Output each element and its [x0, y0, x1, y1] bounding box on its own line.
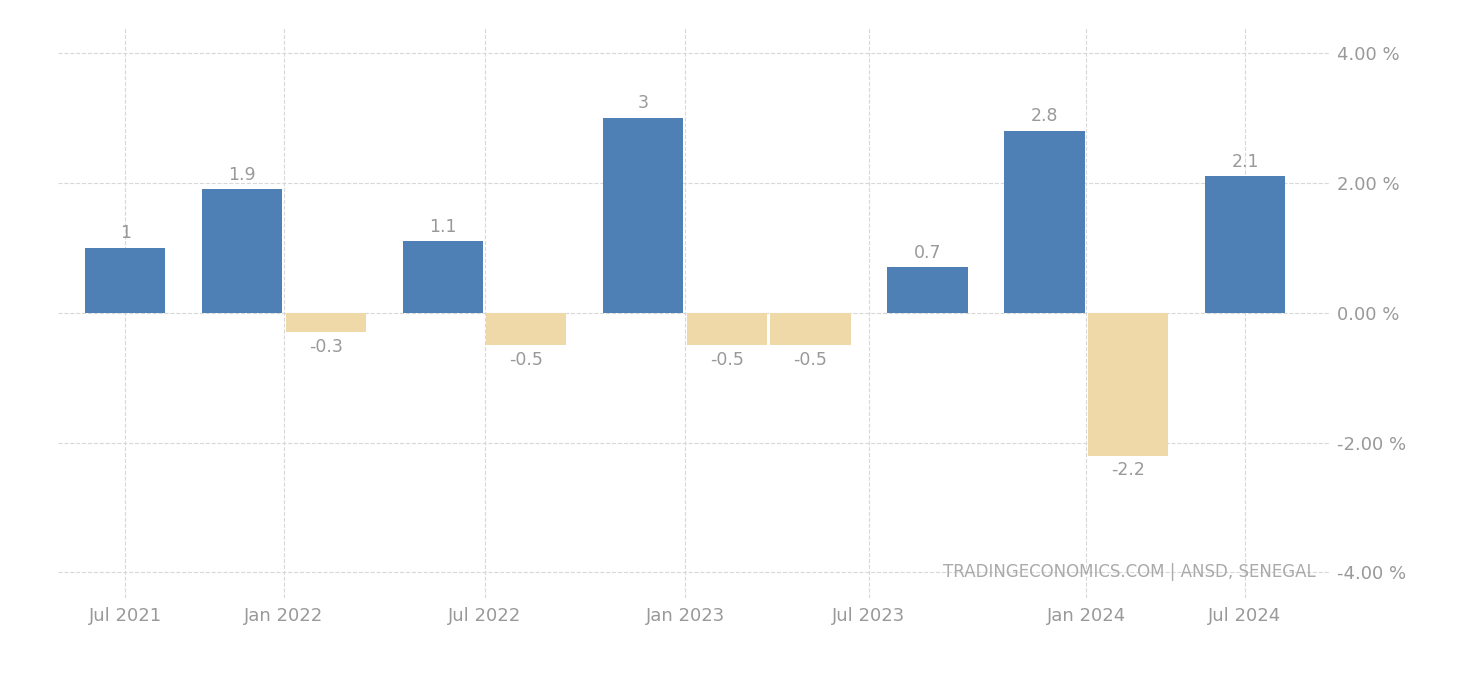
- Text: 2.8: 2.8: [1031, 107, 1058, 125]
- Bar: [1088, 313, 1168, 456]
- Bar: [286, 313, 366, 333]
- Text: -0.5: -0.5: [710, 351, 743, 369]
- Bar: [201, 190, 282, 313]
- Text: 1.9: 1.9: [228, 166, 255, 184]
- Text: -0.5: -0.5: [794, 351, 828, 369]
- Text: -2.2: -2.2: [1111, 462, 1145, 479]
- Bar: [486, 313, 566, 345]
- Text: 2.1: 2.1: [1231, 152, 1259, 171]
- Bar: [888, 267, 968, 313]
- Bar: [603, 118, 683, 313]
- Text: 1: 1: [120, 224, 131, 242]
- Bar: [771, 313, 851, 345]
- Bar: [1204, 177, 1285, 313]
- Bar: [403, 241, 483, 313]
- Bar: [85, 248, 165, 313]
- Bar: [1004, 131, 1085, 313]
- Text: 1.1: 1.1: [429, 218, 457, 235]
- Text: -0.5: -0.5: [510, 351, 543, 369]
- Text: -0.3: -0.3: [310, 338, 343, 356]
- Text: 3: 3: [638, 95, 648, 112]
- Bar: [686, 313, 766, 345]
- Text: 0.7: 0.7: [914, 243, 942, 262]
- Text: TRADINGECONOMICS.COM | ANSD, SENEGAL: TRADINGECONOMICS.COM | ANSD, SENEGAL: [943, 563, 1315, 581]
